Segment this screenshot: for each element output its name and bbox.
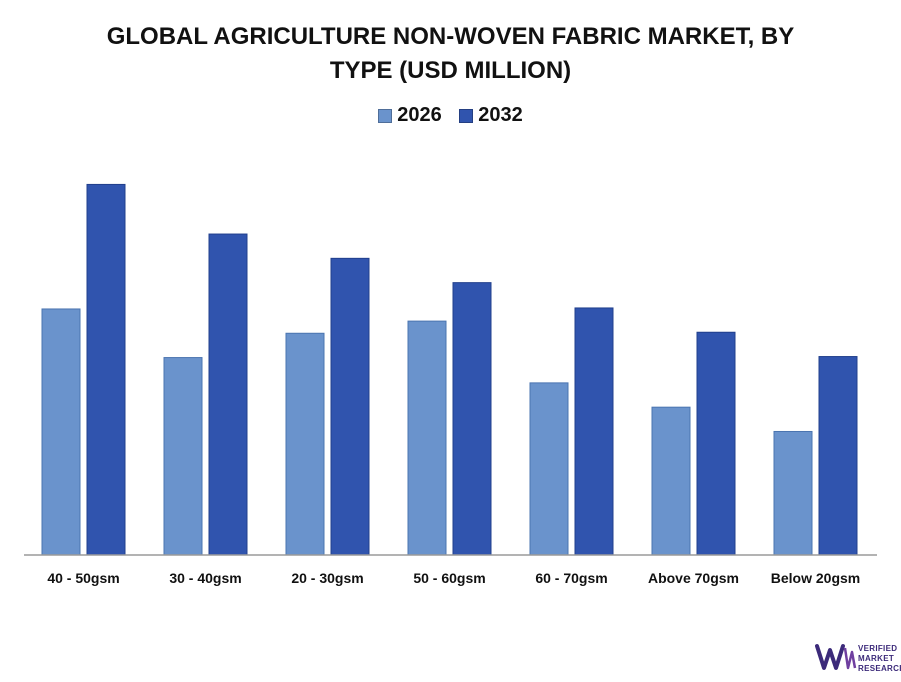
legend-label-2032: 2032 (478, 104, 523, 126)
chart-title: GLOBAL AGRICULTURE NON-WOVEN FABRIC MARK… (0, 20, 901, 88)
bars-group (41, 183, 858, 556)
bar-2026-50-60gsm (407, 320, 447, 556)
bar-2032-50-60gsm (452, 282, 492, 556)
legend-swatch-2026 (378, 108, 393, 123)
brand-logo (815, 644, 857, 670)
x-tick-label: 60 - 70gsm (535, 570, 607, 586)
x-tick-label: 40 - 50gsm (47, 570, 119, 586)
legend-swatch-2032 (459, 108, 474, 123)
bar-2032-20-30gsm (330, 257, 370, 556)
bar-2026-below-20gsm (773, 430, 813, 556)
brand-line-2: MARKET (858, 654, 895, 663)
brand-line-1: VERIFIED (858, 644, 898, 653)
legend-label-2026: 2026 (397, 104, 442, 126)
legend-item-2032: 2032 (459, 104, 523, 127)
brand-line-3: RESEARCH (858, 664, 901, 673)
chart-title-line-2: TYPE (USD MILLION) (329, 57, 572, 84)
bar-2032-below-20gsm (818, 356, 858, 556)
legend-item-2026: 2026 (378, 104, 442, 127)
x-tick-label: 20 - 30gsm (291, 570, 363, 586)
bar-2026-40-50gsm (41, 308, 81, 556)
x-tick-label: 50 - 60gsm (413, 570, 485, 586)
bar-2032-40-50gsm (86, 183, 126, 556)
x-tick-label: Below 20gsm (771, 570, 860, 586)
bar-2026-60-70gsm (529, 382, 569, 556)
x-tick-label: 30 - 40gsm (169, 570, 241, 586)
x-tick-labels: 40 - 50gsm 30 - 40gsm 20 - 30gsm 50 - 60gsm… (47, 570, 860, 586)
legend: 2026 2032 (0, 104, 901, 129)
x-tick-label: Above 70gsm (648, 570, 739, 586)
brand-text: VERIFIED MARKET RESEARCH (858, 644, 901, 674)
bar-2032-above-70gsm (696, 331, 736, 556)
bar-2026-30-40gsm (163, 357, 203, 556)
chart-title-line-1: GLOBAL AGRICULTURE NON-WOVEN FABRIC MARK… (106, 23, 795, 50)
bar-2026-20-30gsm (285, 332, 325, 556)
bar-2032-60-70gsm (574, 307, 614, 556)
bar-2026-above-70gsm (651, 406, 691, 556)
bar-2032-30-40gsm (208, 233, 248, 556)
